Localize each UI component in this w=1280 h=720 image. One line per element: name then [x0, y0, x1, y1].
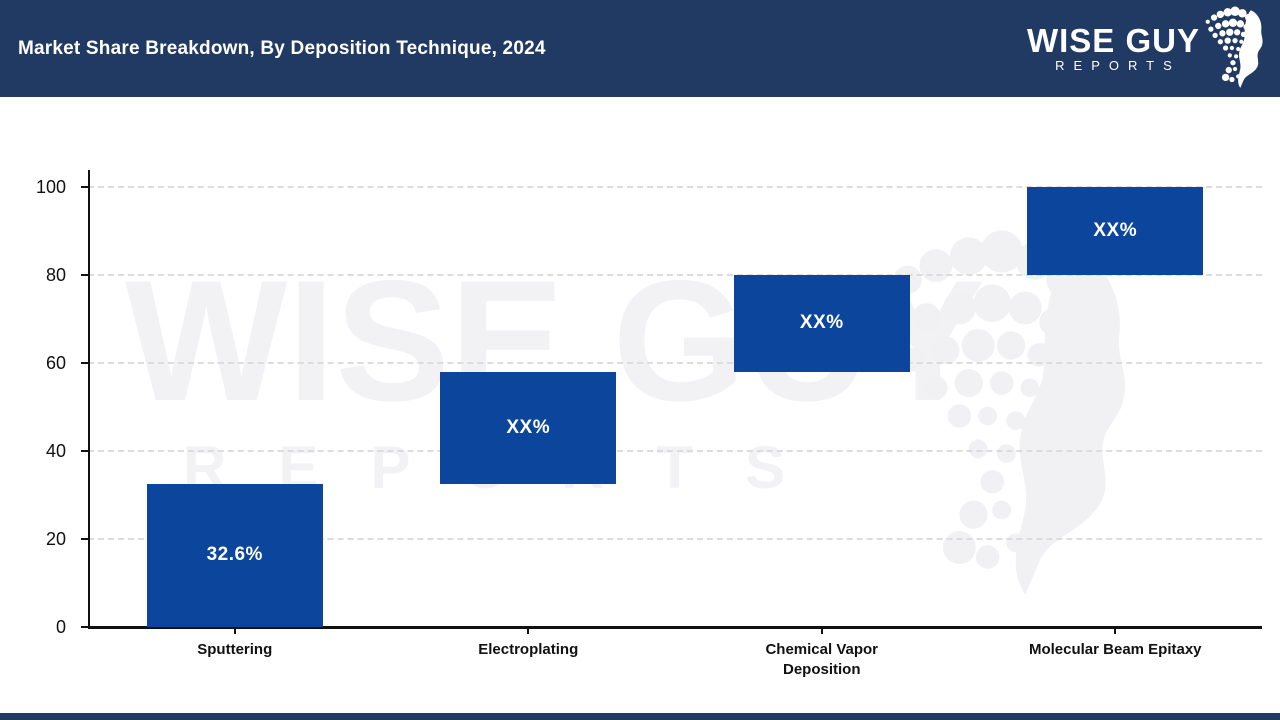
y-tick-label: 40 [45, 441, 66, 461]
y-tick-mark [81, 626, 88, 628]
bar-value-label: XX% [799, 312, 844, 334]
brand-wordmark: WISE GUY REPORTS [1026, 22, 1200, 73]
gridline [88, 538, 1262, 540]
footer-bar [0, 713, 1280, 720]
gridline [88, 274, 1262, 276]
gridline [88, 450, 1262, 452]
app-header: Market Share Breakdown, By Deposition Te… [0, 0, 1280, 97]
brand-face-dots-icon [1205, 6, 1263, 88]
bar-value-label: 32.6% [206, 544, 263, 566]
bar: XX% [733, 275, 910, 372]
y-tick-label: 20 [45, 529, 66, 549]
y-tick-mark [81, 450, 88, 452]
x-axis [88, 626, 1262, 629]
x-tick-label: Molecular Beam Epitaxy [1028, 641, 1202, 658]
y-axis [88, 170, 90, 628]
x-tick-label: Sputtering [197, 641, 273, 658]
x-tick-mark [1114, 627, 1117, 634]
bar: XX% [1027, 187, 1204, 275]
y-tick-label: 80 [45, 265, 66, 285]
bar: 32.6% [146, 483, 323, 627]
gridline [88, 186, 1262, 188]
y-tick-label: 100 [35, 177, 66, 197]
brand-name-text: WISE GUY [1026, 22, 1200, 60]
y-tick-mark [81, 186, 88, 188]
bar-value-label: XX% [1093, 220, 1138, 241]
chart-area: 0 20 40 60 80 100 32.6% Sputtering XX% Electropla… [0, 97, 1280, 713]
gridline [88, 362, 1262, 364]
x-tick-mark [233, 627, 236, 634]
y-tick-label: 0 [55, 617, 66, 637]
x-tick-mark [527, 627, 530, 634]
bar: XX% [440, 371, 617, 484]
x-tick-label: Electroplating [478, 641, 579, 658]
x-tick-label: Chemical Vapor Deposition [765, 641, 879, 679]
brand-reports-text: REPORTS [1055, 57, 1181, 73]
bar-value-label: XX% [506, 416, 551, 438]
y-tick-label: 60 [45, 353, 66, 373]
y-tick-mark [81, 362, 88, 364]
y-tick-mark [81, 274, 88, 276]
y-tick-mark [81, 538, 88, 540]
x-tick-mark [820, 627, 823, 634]
page-title: Market Share Breakdown, By Deposition Te… [18, 37, 546, 59]
brand-logo: WISE GUY REPORTS [1027, 6, 1266, 90]
